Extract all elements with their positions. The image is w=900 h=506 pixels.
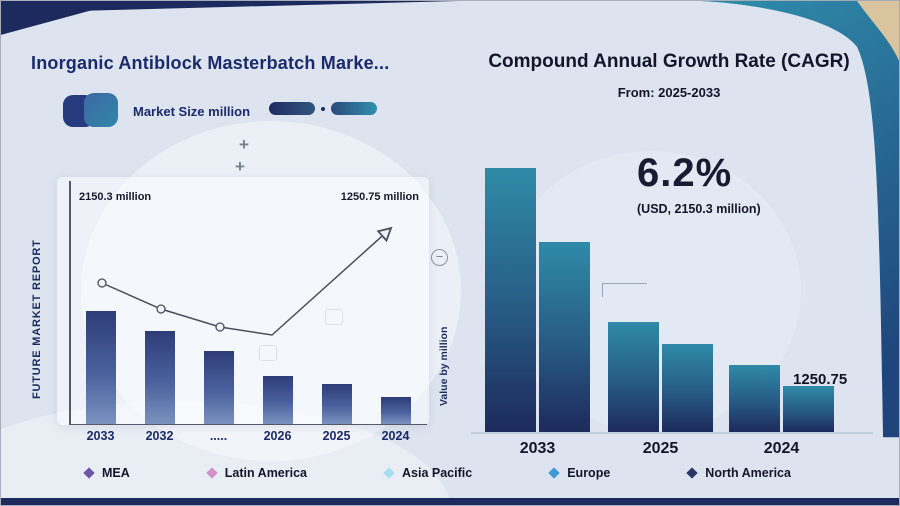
legend-item-latin-america: Latin America xyxy=(206,466,307,480)
right-bar-pair xyxy=(485,168,590,432)
x-axis-line xyxy=(69,423,427,425)
left-bar-2032 xyxy=(144,330,175,424)
left-axis-label: 2026 xyxy=(263,429,292,443)
legend-label: Latin America xyxy=(224,466,307,480)
legend-label: MEA xyxy=(102,466,130,480)
right-bar-pair xyxy=(608,322,713,432)
right-bar xyxy=(729,365,780,432)
right-bar-group-2024: 2024 xyxy=(729,365,834,458)
icon-teal-shape xyxy=(84,93,118,127)
legend-label: Europe xyxy=(567,466,611,480)
left-axis-label: 2025 xyxy=(322,429,351,443)
right-bar-group-2025: 2025 xyxy=(608,322,713,458)
legend-diamond-icon xyxy=(83,467,95,479)
right-axis-label: 2024 xyxy=(763,440,800,457)
cagr-subtitle: From: 2025-2033 xyxy=(617,85,721,100)
right-axis-label: 2033 xyxy=(519,440,556,457)
market-size-icon xyxy=(63,93,121,129)
cagr-bar-chart: 2033 2025 2024 xyxy=(475,151,873,458)
plus-decoration: + xyxy=(235,157,245,176)
left-x-axis-labels: 2033 2032..... 2026 2025 2024 xyxy=(71,429,425,443)
trend-arrow-line xyxy=(97,226,393,336)
minus-circle-icon: − xyxy=(431,249,448,266)
right-bar xyxy=(662,344,713,432)
trend-marker xyxy=(156,304,166,314)
navy-corner-wedge xyxy=(1,1,126,35)
pill-decoration xyxy=(331,102,377,115)
bracket-decoration xyxy=(602,283,647,297)
right-bar xyxy=(485,168,536,432)
navy-top-sliver xyxy=(1,1,458,13)
plus-decoration: + xyxy=(239,135,249,154)
navy-bottom-strip xyxy=(1,498,899,505)
legend-diamond-icon xyxy=(383,467,395,479)
trend-marker xyxy=(215,322,225,332)
cagr-value: 6.2% xyxy=(637,151,733,195)
y-axis-line xyxy=(69,181,71,425)
trend-marker xyxy=(97,278,107,288)
left-bar-2033 xyxy=(85,310,116,424)
pill-decoration xyxy=(269,102,315,115)
left-bar-..... xyxy=(203,350,234,424)
legend-diamond-icon xyxy=(686,467,698,479)
right-axis-line xyxy=(471,432,873,434)
cagr-note: (USD, 2150.3 million) xyxy=(637,202,761,216)
legend-item-north-america: North America xyxy=(686,466,791,480)
market-size-legend-label: Market Size million xyxy=(133,103,251,119)
legend-label: North America xyxy=(705,466,791,480)
right-bar xyxy=(539,242,590,432)
left-chart-title: Inorganic Antiblock Masterbatch Marke... xyxy=(31,53,390,73)
left-axis-label: 2033 xyxy=(86,429,115,443)
market-size-legend: Market Size million xyxy=(63,93,250,129)
left-axis-label: ..... xyxy=(209,429,228,443)
cagr-title: Compound Annual Growth Rate (CAGR) xyxy=(488,51,850,72)
left-axis-label: 2032 xyxy=(145,429,174,443)
market-size-chart: 2150.3 million 1250.75 million xyxy=(57,177,429,425)
gradient-pills-decoration xyxy=(269,102,377,115)
left-axis-label: 2024 xyxy=(381,429,410,443)
annotation-1250-right: 1250.75 xyxy=(793,371,848,388)
pill-dot-decoration xyxy=(321,106,325,111)
value-by-million-label: Value by million xyxy=(438,326,450,406)
legend-diamond-icon xyxy=(206,467,218,479)
region-legend: MEA Latin America Asia Pacific Europe North … xyxy=(83,463,791,483)
left-bar-2026 xyxy=(262,375,293,424)
left-bars-container xyxy=(71,209,425,424)
trend-polyline xyxy=(101,226,393,336)
annotation-2150: 2150.3 million xyxy=(79,191,152,203)
legend-label: Asia Pacific xyxy=(402,466,473,480)
left-bar-2025 xyxy=(321,383,352,424)
legend-item-asia-pacific: Asia Pacific xyxy=(383,466,473,480)
legend-diamond-icon xyxy=(548,467,560,479)
right-bar xyxy=(608,322,659,432)
right-bar-pair xyxy=(729,365,834,432)
annotation-1250: 1250.75 million xyxy=(340,191,419,203)
left-bar-2024 xyxy=(380,396,411,424)
future-market-report-label: FUTURE MARKET REPORT xyxy=(31,239,43,399)
legend-item-europe: Europe xyxy=(548,466,611,480)
cagr-highlight: 6.2% (USD, 2150.3 million) xyxy=(637,151,761,216)
right-axis-label: 2025 xyxy=(642,440,679,457)
right-bar-group-2033: 2033 xyxy=(485,168,590,458)
right-bar xyxy=(783,386,834,432)
legend-item-mea: MEA xyxy=(83,466,130,480)
